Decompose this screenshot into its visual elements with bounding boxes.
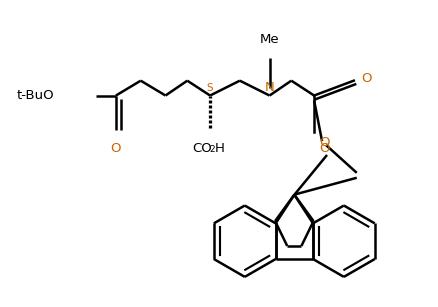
Text: N: N bbox=[264, 80, 274, 94]
Text: CO: CO bbox=[192, 142, 212, 155]
Text: H: H bbox=[215, 142, 224, 155]
Text: O: O bbox=[110, 142, 121, 155]
Text: S: S bbox=[206, 83, 213, 92]
Text: 2: 2 bbox=[208, 145, 214, 154]
Text: O: O bbox=[318, 136, 329, 149]
Text: O: O bbox=[318, 142, 329, 154]
Text: t-BuO: t-BuO bbox=[17, 89, 54, 102]
Text: Me: Me bbox=[259, 33, 279, 46]
Text: O: O bbox=[361, 72, 371, 85]
